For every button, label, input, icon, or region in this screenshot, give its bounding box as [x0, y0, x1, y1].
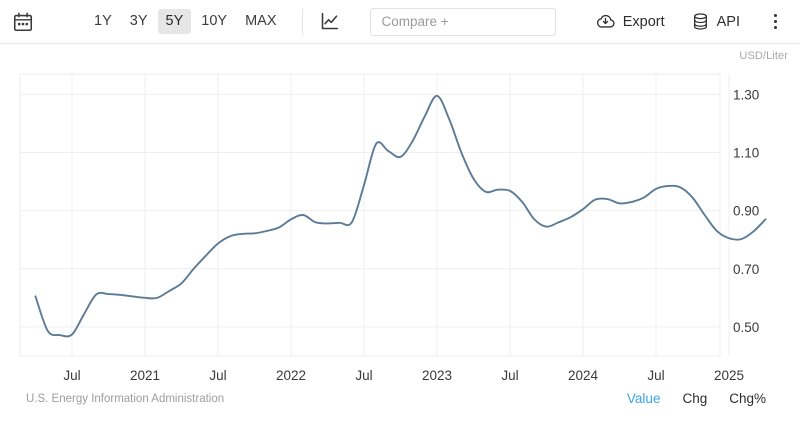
line-chart-icon[interactable]	[319, 11, 340, 32]
x-tick-label: 2021	[130, 368, 160, 383]
kebab-dot	[773, 14, 777, 17]
x-tick-label: 2025	[714, 368, 744, 383]
y-tick-label: 0.90	[733, 204, 759, 219]
kebab-dot	[773, 26, 777, 29]
horizontal-gridlines	[20, 93, 720, 328]
chart-footer: U.S. Energy Information Administration V…	[0, 391, 800, 438]
price-line-chart[interactable]: 0.50 0.70 0.90 1.10 1.30 Jul 2021 Jul 2022 Jul 20…	[0, 44, 800, 394]
export-button[interactable]: Export	[595, 11, 665, 32]
api-label: API	[716, 13, 740, 30]
x-tick-label: 2024	[568, 368, 599, 383]
vertical-gridlines	[71, 74, 730, 356]
range-selector: 1Y 3Y 5Y 10Y MAX	[86, 9, 284, 34]
x-tick-label: Jul	[63, 368, 80, 383]
data-source-label: U.S. Energy Information Administration	[26, 393, 225, 405]
y-tick-label: 1.30	[733, 87, 759, 102]
x-tick-label: 2022	[276, 368, 306, 383]
x-tick-label: Jul	[355, 368, 372, 383]
x-axis-tick-labels: Jul 2021 Jul 2022 Jul 2023 Jul 2024 Jul 2025	[63, 368, 744, 383]
chart-toolbar: 1Y 3Y 5Y 10Y MAX Compare + Export	[0, 0, 800, 44]
database-icon	[693, 13, 707, 30]
range-button-5y[interactable]: 5Y	[157, 9, 192, 34]
plot-border	[19, 73, 721, 357]
x-tick-label: Jul	[647, 368, 664, 383]
y-axis-tick-labels: 0.50 0.70 0.90 1.10 1.30	[733, 87, 759, 335]
kebab-dot	[773, 20, 777, 23]
chart-area: USD/Liter 0.50 0.70 0.90 1.10 1.30 Jul 2021 Ju…	[0, 44, 800, 394]
display-mode-selector: Value Chg Chg%	[627, 391, 766, 406]
range-button-3y[interactable]: 3Y	[129, 13, 148, 30]
toolbar-actions: Export API	[569, 11, 786, 32]
cloud-download-icon	[596, 14, 615, 28]
compare-placeholder: Compare +	[381, 14, 449, 29]
toolbar-divider	[302, 8, 304, 35]
x-tick-label: 2023	[422, 368, 452, 383]
calendar-icon[interactable]	[12, 11, 34, 33]
export-label: Export	[622, 13, 665, 30]
mode-button-chg[interactable]: Chg	[682, 391, 708, 406]
range-button-1y[interactable]: 1Y	[94, 13, 112, 30]
x-tick-label: Jul	[501, 368, 518, 383]
range-button-max[interactable]: MAX	[245, 13, 277, 30]
series-line-value	[34, 94, 767, 338]
compare-input[interactable]: Compare +	[370, 7, 557, 36]
y-tick-label: 0.70	[733, 262, 759, 277]
y-tick-label: 0.50	[733, 320, 759, 335]
mode-button-chgpct[interactable]: Chg%	[729, 391, 766, 406]
kebab-menu-icon[interactable]	[766, 12, 784, 32]
mode-button-value[interactable]: Value	[626, 391, 661, 406]
x-tick-label: Jul	[209, 368, 226, 383]
api-button[interactable]: API	[691, 11, 740, 32]
range-button-10y[interactable]: 10Y	[201, 13, 228, 30]
y-axis-unit-label: USD/Liter	[739, 50, 788, 62]
y-tick-label: 1.10	[733, 145, 759, 160]
